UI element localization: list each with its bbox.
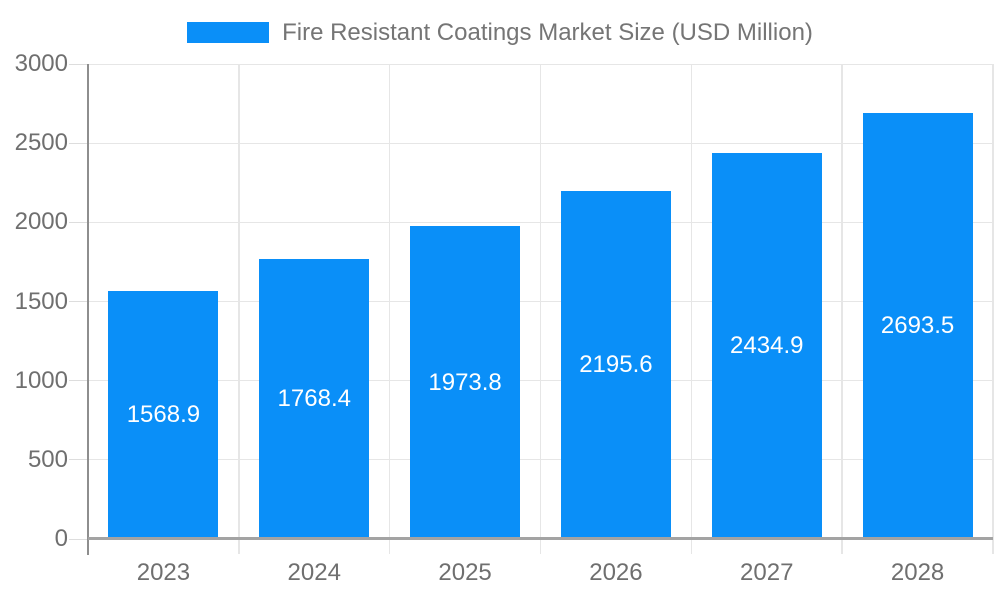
y-tick (69, 221, 88, 223)
x-tick-label: 2026 (589, 559, 643, 586)
category-gridline (690, 64, 693, 554)
bar-value-label: 1568.9 (126, 400, 201, 428)
category-gridline (539, 64, 542, 554)
bar-value-label: 2195.6 (579, 351, 653, 379)
category-gridline (992, 64, 994, 554)
y-tick-label: 1000 (14, 366, 68, 394)
y-tick-label: 2000 (14, 208, 68, 236)
y-tick-label: 500 (27, 445, 68, 473)
y-tick-label: 0 (54, 525, 68, 552)
x-tick-label: 2025 (438, 559, 492, 586)
bar-2026[interactable]: 2195.6 (560, 191, 671, 539)
y-tick-label: 3000 (14, 50, 68, 77)
x-tick-label: 2023 (136, 559, 191, 586)
bar-value-label: 1973.8 (428, 368, 502, 396)
y-tick (69, 538, 88, 540)
bar-value-label: 1768.4 (277, 384, 351, 412)
y-tick-label: 1500 (14, 287, 68, 315)
x-axis-baseline (88, 537, 993, 540)
legend: Fire Resistant Coatings Market Size (USD… (0, 17, 1000, 48)
x-tick-label: 2024 (287, 559, 341, 586)
category-gridline (388, 64, 391, 554)
plot-area: 1568.9 1768.4 1973.8 2195.6 2434.9 2693.5 (69, 63, 994, 555)
bar-2028[interactable]: 2693.5 (862, 112, 973, 539)
y-tick (69, 459, 88, 461)
y-tick-label: 2500 (14, 129, 68, 157)
bar-2024[interactable]: 1768.4 (259, 259, 370, 539)
bar-value-label: 2693.5 (880, 311, 955, 339)
legend-swatch (187, 22, 270, 43)
bar-value-label: 2434.9 (730, 332, 804, 360)
bar-2023[interactable]: 1568.9 (108, 290, 219, 539)
y-tick (69, 301, 88, 302)
y-tick (69, 142, 88, 144)
y-tick (69, 63, 88, 65)
x-tick-label: 2027 (740, 559, 794, 586)
y-axis-line (87, 64, 89, 555)
bar-2025[interactable]: 1973.8 (410, 226, 521, 539)
y-tick (69, 380, 88, 382)
bar-2027[interactable]: 2434.9 (711, 153, 822, 539)
legend-title: Fire Resistant Coatings Market Size (USD… (282, 18, 813, 46)
x-tick-label: 2028 (890, 559, 945, 586)
category-gridline (238, 64, 240, 554)
category-gridline (841, 64, 843, 554)
